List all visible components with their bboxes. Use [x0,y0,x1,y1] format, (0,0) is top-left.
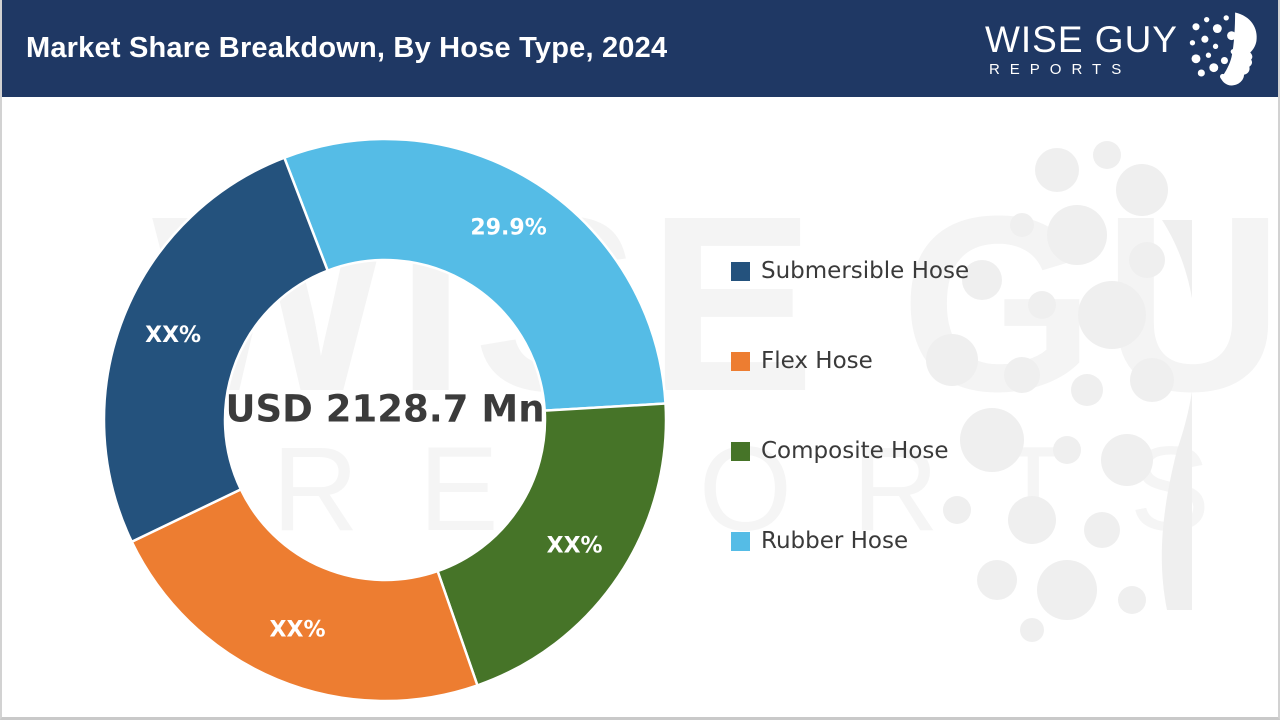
legend-label: Composite Hose [761,438,949,464]
segment-label-submersible-hose: XX% [145,323,201,348]
legend-label: Rubber Hose [761,528,909,554]
brand-name: WISE GUY [984,19,1178,60]
donut-segment-composite-hose [436,402,668,687]
segment-label-flex-hose: XX% [270,618,326,643]
brand-logo-text: WISE GUY REPORTS [985,21,1178,77]
brand-face-icon [1189,12,1257,86]
donut-segment-flex-hose [130,488,479,703]
segment-label-composite-hose: XX% [547,534,603,559]
legend-item-composite-hose: Composite Hose [731,406,969,496]
legend-item-flex-hose: Flex Hose [731,316,969,406]
donut-chart-svg: 29.9% XX% XX% XX% [102,137,668,703]
legend-label: Flex Hose [761,348,873,374]
watermark-face-icon [926,141,1192,642]
legend-item-submersible-hose: Submersible Hose [731,226,969,316]
legend-item-rubber-hose: Rubber Hose [731,496,969,586]
brand-subtitle: REPORTS [988,61,1132,78]
brand-logo: WISE GUY REPORTS [985,8,1260,90]
page-title: Market Share Breakdown, By Hose Type, 20… [26,32,668,64]
legend-label: Submersible Hose [761,258,970,284]
legend-swatch-composite-hose [731,441,750,461]
chart-center-value: USD 2128.7 Mn [225,387,545,431]
legend-swatch-submersible-hose [731,261,750,281]
segment-label-rubber-hose: 29.9% [470,215,546,240]
legend-swatch-rubber-hose [731,531,750,551]
donut-segment-submersible-hose [102,156,329,544]
donut-segment-rubber-hose [283,137,667,412]
chart-legend: Submersible Hose Flex Hose Composite Hos… [731,226,969,586]
header-bar: Market Share Breakdown, By Hose Type, 20… [2,0,1278,97]
legend-swatch-flex-hose [731,351,750,371]
